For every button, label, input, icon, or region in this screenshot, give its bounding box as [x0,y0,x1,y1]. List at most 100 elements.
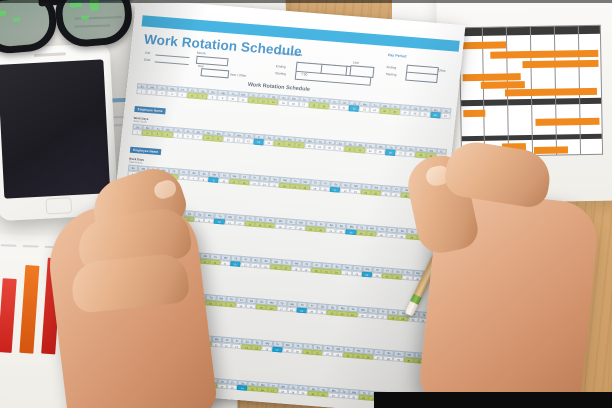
calendar-date-cell[interactable]: 23 [332,351,344,358]
employee-name-badge[interactable]: Employee Name [129,146,162,155]
calendar-date-cell[interactable]: 25 [348,393,359,400]
calendar-date-cell[interactable]: 19 [300,266,312,273]
calendar-date-cell[interactable]: 25 [370,189,382,196]
calendar-date-cell[interactable]: 21 [316,308,328,315]
calendar-date-cell[interactable]: 23 [336,310,348,317]
calendar-date-cell[interactable]: 14 [254,221,266,228]
calendar-date-cell[interactable]: 25 [352,353,364,359]
calendar-date-cell[interactable]: 24 [355,229,367,236]
calendar-date-cell[interactable]: 8 [202,134,214,141]
calendar-date-cell[interactable]: 24 [364,148,376,154]
calendar-date-cell[interactable]: 27 [390,191,402,198]
calendar-date-cell[interactable]: 20 [310,267,322,274]
calendar-date-cell[interactable]: 12 [238,179,250,186]
calendar-date-cell[interactable]: 19 [314,143,325,150]
calendar-date-cell[interactable]: 27 [381,272,393,279]
calendar-date-cell[interactable]: 24 [351,270,363,277]
calendar-date-cell[interactable]: 26 [358,394,370,401]
calendar-date-cell[interactable]: 21 [329,186,341,193]
calendar-date-cell[interactable]: 28 [383,355,394,362]
calendar-date-cell[interactable]: 27 [372,354,384,361]
calendar-date-cell[interactable]: 28 [391,273,403,280]
calendar-date-cell[interactable]: 27 [386,232,397,239]
calendar-date-cell[interactable]: 20 [297,389,309,396]
calendar-date-cell[interactable]: 17 [289,183,301,190]
calendar-date-cell[interactable]: 19 [309,184,321,191]
calendar-date-cell[interactable]: 17 [271,346,283,353]
calendar-date-cell[interactable]: 14 [267,99,279,105]
calendar-date-cell[interactable]: 24 [338,393,349,400]
calendar-date-cell[interactable]: 22 [322,350,333,357]
calendar-date-cell[interactable]: 9 [217,94,228,101]
calendar-date-cell[interactable]: 22 [340,187,351,194]
calendar-date-cell[interactable]: 16 [261,345,273,352]
calendar-date-cell[interactable]: 20 [306,308,318,315]
calendar-date-cell[interactable]: 2 [146,89,158,96]
calendar-date-cell[interactable]: 22 [344,146,356,153]
calendar-date-cell[interactable]: 18 [286,306,297,313]
calendar-date-cell[interactable]: 26 [367,312,378,319]
calendar-date-cell[interactable]: 18 [277,388,289,395]
calendar-date-cell[interactable]: 7 [192,134,204,141]
calendar-date-cell[interactable]: 18 [299,183,311,190]
calendar-date-cell[interactable]: 13 [231,343,242,350]
calendar-date-cell[interactable]: 26 [376,231,387,238]
calendar-date-cell[interactable]: 14 [245,303,257,310]
calendar-date-cell[interactable]: 27 [399,109,411,116]
year-box-input[interactable] [200,68,230,79]
calendar-date-cell[interactable]: 24 [360,188,371,195]
calendar-date-cell[interactable]: 10 [227,95,239,102]
calendar-date-cell[interactable]: 18 [308,102,320,109]
calendar-date-cell[interactable]: 17 [267,387,278,394]
calendar-date-cell[interactable]: 20 [302,348,313,355]
calendar-date-cell[interactable]: 21 [338,104,350,111]
calendar-date-cell[interactable]: 15 [264,222,276,229]
calendar-date-cell[interactable]: 14 [241,344,252,351]
calendar-date-cell[interactable]: 15 [260,263,271,270]
calendar-date-cell[interactable]: 16 [279,182,290,189]
calendar-date-cell[interactable]: 6 [186,92,198,99]
calendar-date-cell[interactable]: 21 [334,145,346,152]
calendar-date-cell[interactable]: 15 [246,385,258,392]
calendar-date-cell[interactable]: 16 [270,264,282,270]
calendar-date-cell[interactable]: 23 [354,147,366,154]
field-input-date[interactable] [154,57,190,66]
shift-cell-b[interactable] [320,63,349,76]
calendar-date-cell[interactable]: 17 [276,305,287,312]
calendar-date-cell[interactable]: 29 [419,111,431,118]
calendar-date-cell[interactable]: 18 [281,347,293,354]
employee-name-badge[interactable]: Employee Name [134,105,167,114]
calendar-date-cell[interactable]: 14 [250,262,261,269]
calendar-date-cell[interactable]: 19 [318,103,330,110]
shift-last-box[interactable] [349,65,375,78]
calendar-date-cell[interactable]: 18 [295,224,306,231]
calendar-date-cell[interactable]: 26 [362,353,374,360]
calendar-date-cell[interactable]: 20 [328,103,340,110]
calendar-date-cell[interactable]: 17 [284,223,296,230]
calendar-date-cell[interactable]: 14 [236,384,248,391]
calendar-date-cell[interactable]: 26 [384,149,396,156]
calendar-date-cell[interactable]: 22 [326,309,338,316]
calendar-date-cell[interactable]: 4 [162,131,173,138]
calendar-date-cell[interactable]: 4 [166,90,178,97]
calendar-date-cell[interactable]: 16 [283,141,295,148]
calendar-date-cell[interactable]: 25 [365,230,377,237]
calendar-date-cell[interactable]: 26 [371,272,383,279]
calendar-date-cell[interactable]: 13 [235,302,247,309]
calendar-date-cell[interactable]: 21 [321,268,332,275]
calendar-date-cell[interactable]: 20 [319,185,331,192]
calendar-date-cell[interactable]: 1 [131,129,143,136]
calendar-date-cell[interactable]: 23 [341,269,352,276]
calendar-date-cell[interactable]: 21 [325,227,337,234]
calendar-date-cell[interactable]: 31 [440,112,451,119]
calendar-date-cell[interactable]: 18 [303,143,315,150]
calendar-date-cell[interactable]: 16 [274,223,286,230]
calendar-date-cell[interactable]: 19 [287,388,299,395]
calendar-date-cell[interactable]: 11 [237,96,249,103]
calendar-date-cell[interactable]: 22 [317,391,329,398]
calendar-date-cell[interactable]: 16 [288,100,299,107]
calendar-date-cell[interactable]: 21 [307,390,319,397]
calendar-date-cell[interactable]: 10 [222,136,234,143]
calendar-date-cell[interactable]: 1 [136,88,147,95]
calendar-date-cell[interactable]: 22 [331,268,342,275]
